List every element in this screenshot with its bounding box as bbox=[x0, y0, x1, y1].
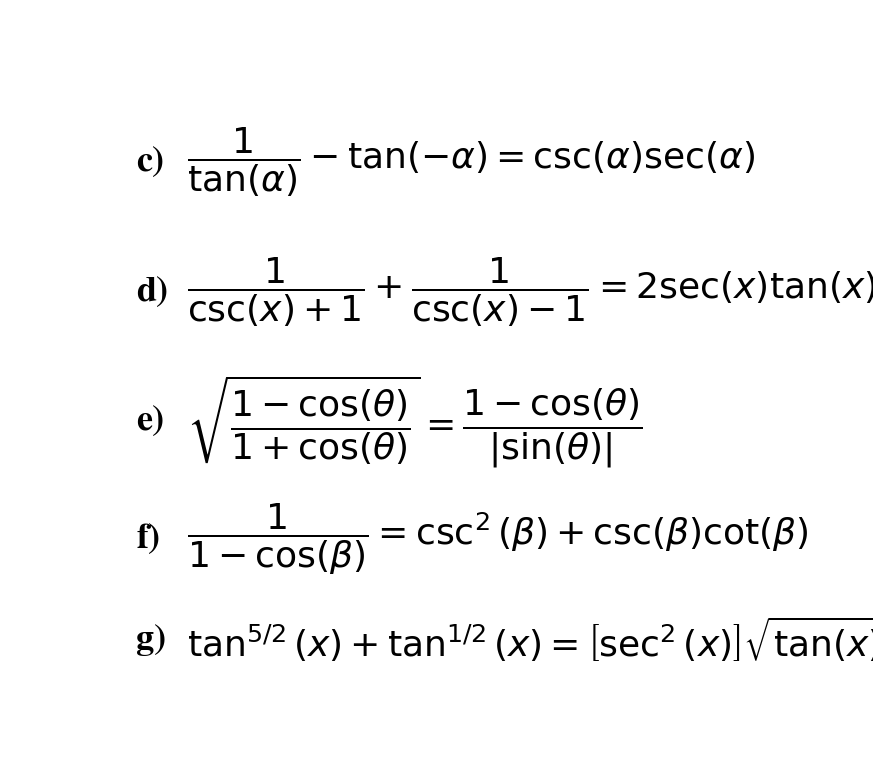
Text: $\dfrac{1}{\csc(x)+1}+\dfrac{1}{\csc(x)-1}=2\sec(x)\tan(x)$: $\dfrac{1}{\csc(x)+1}+\dfrac{1}{\csc(x)-… bbox=[187, 256, 873, 329]
Text: $\dfrac{1}{\tan(\alpha)}-\tan(-\alpha)=\csc(\alpha)\sec(\alpha)$: $\dfrac{1}{\tan(\alpha)}-\tan(-\alpha)=\… bbox=[187, 126, 755, 199]
Text: $\tan^{5/2}(x)+\tan^{1/2}(x)=\left[\sec^{2}(x)\right]\sqrt{\tan(x)}$: $\tan^{5/2}(x)+\tan^{1/2}(x)=\left[\sec^… bbox=[187, 615, 873, 664]
Text: $\dfrac{1}{1-\cos(\beta)}=\csc^{2}(\beta)+\csc(\beta)\cot(\beta)$: $\dfrac{1}{1-\cos(\beta)}=\csc^{2}(\beta… bbox=[187, 502, 808, 577]
Text: d): d) bbox=[136, 277, 168, 308]
Text: $\sqrt{\dfrac{1-\cos(\theta)}{1+\cos(\theta)}}=\dfrac{1-\cos(\theta)}{|\sin(\the: $\sqrt{\dfrac{1-\cos(\theta)}{1+\cos(\th… bbox=[187, 373, 643, 470]
Text: e): e) bbox=[136, 406, 164, 437]
Text: c): c) bbox=[136, 147, 164, 178]
Text: g): g) bbox=[136, 623, 167, 656]
Text: f): f) bbox=[136, 524, 160, 555]
